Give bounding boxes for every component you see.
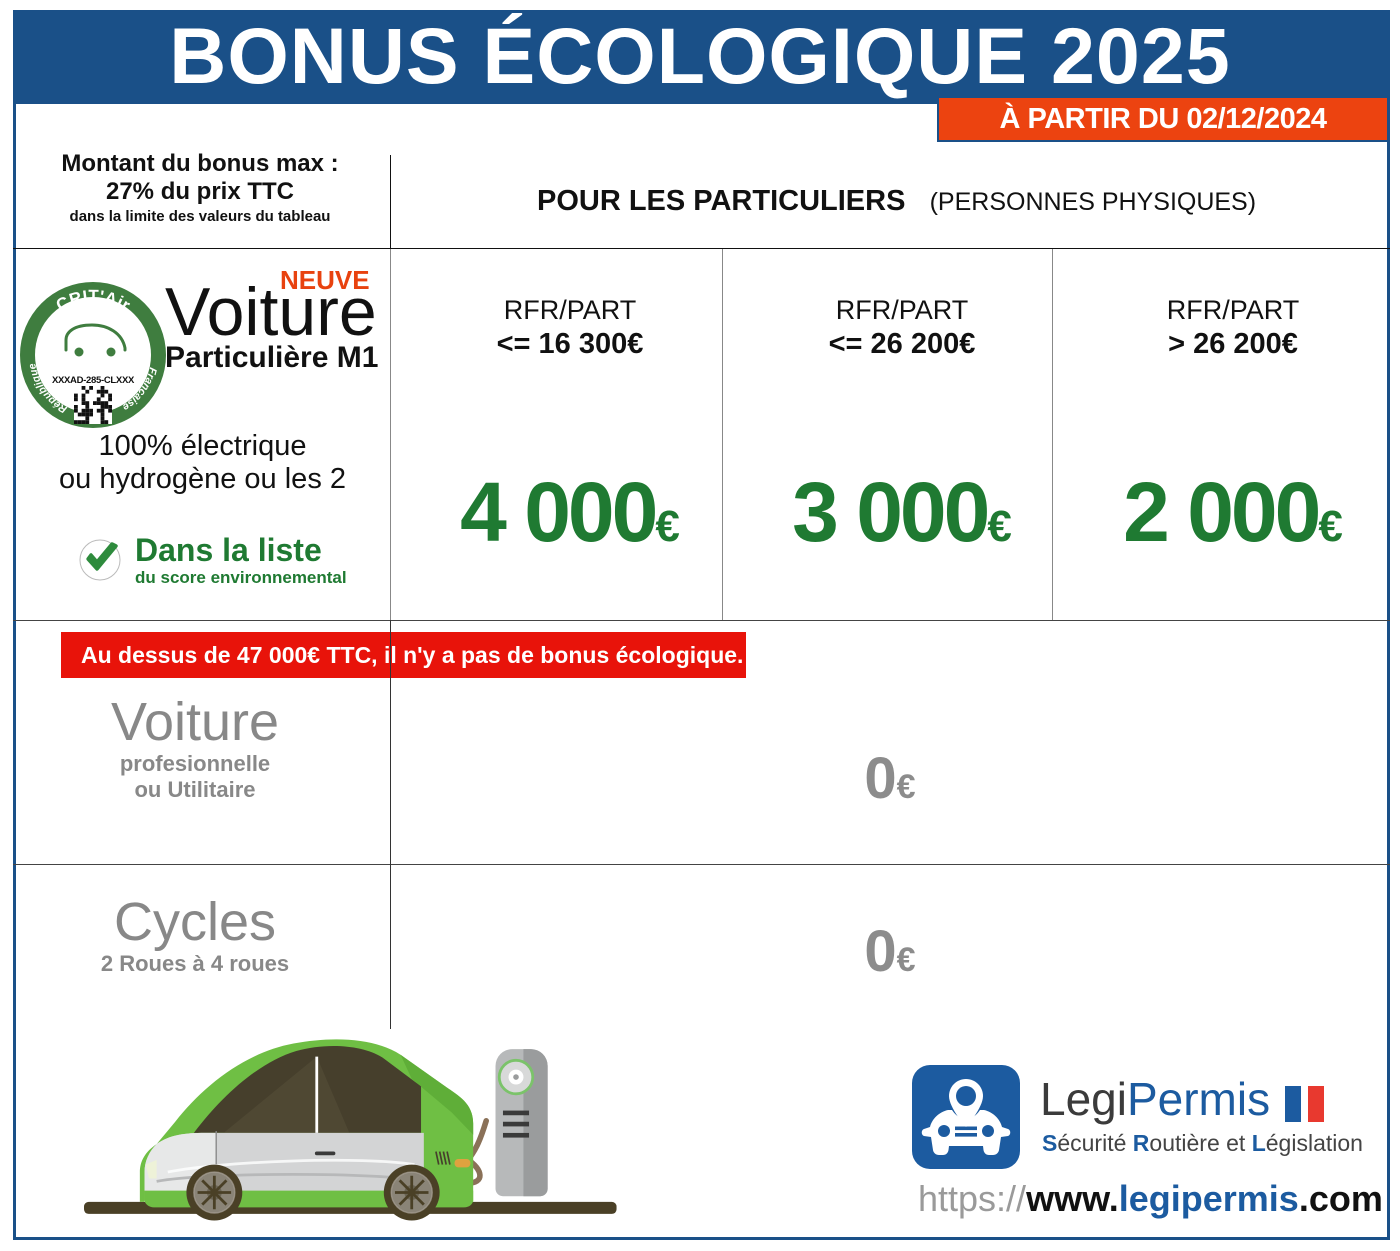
svg-text:XXXAD-285-CLXXX: XXXAD-285-CLXXX [52, 375, 135, 386]
